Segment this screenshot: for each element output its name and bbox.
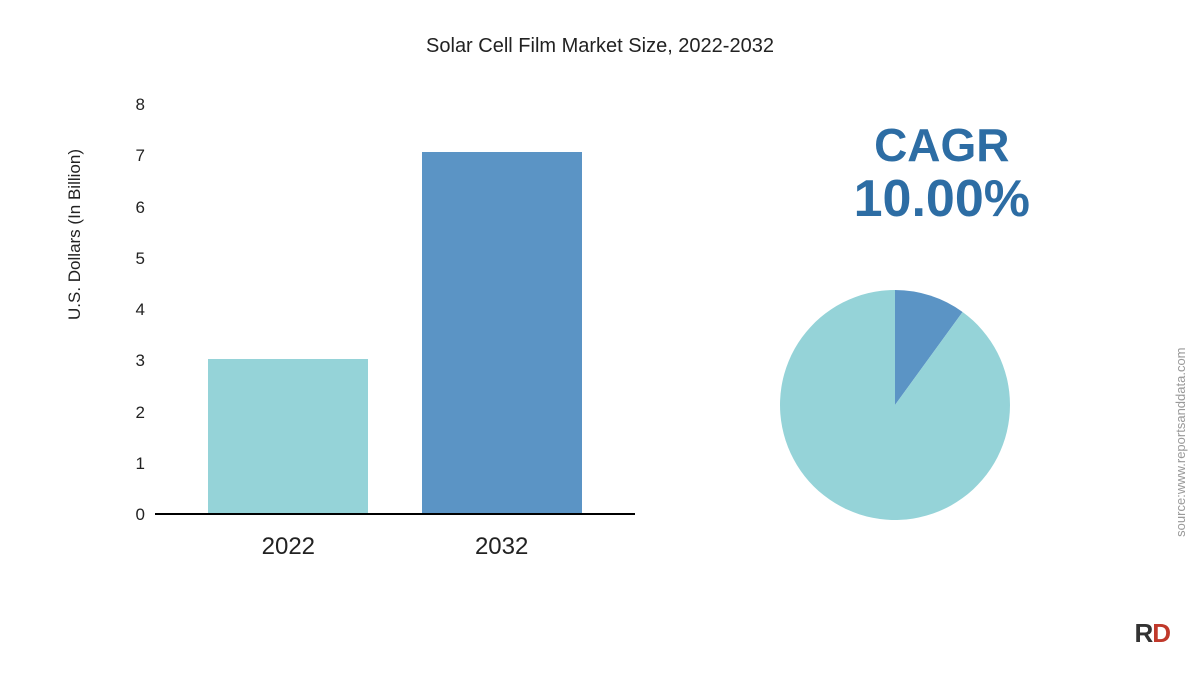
pie-chart — [780, 290, 1010, 520]
y-tick: 1 — [115, 454, 145, 474]
logo-d: D — [1152, 618, 1170, 648]
y-axis-label: U.S. Dollars (In Billion) — [65, 149, 85, 320]
cagr-label: CAGR — [854, 120, 1030, 171]
y-tick: 4 — [115, 300, 145, 320]
y-tick: 0 — [115, 505, 145, 525]
bar — [208, 359, 368, 513]
brand-logo: RD — [1134, 618, 1170, 649]
cagr-callout: CAGR 10.00% — [854, 120, 1030, 228]
y-tick: 2 — [115, 403, 145, 423]
x-axis-label: 2022 — [208, 533, 368, 561]
cagr-value: 10.00% — [854, 171, 1030, 228]
source-attribution: source:www.reportsanddata.com — [1173, 348, 1188, 537]
y-tick: 6 — [115, 198, 145, 218]
y-tick: 8 — [115, 95, 145, 115]
bar — [422, 152, 582, 513]
x-axis-label: 2032 — [422, 533, 582, 561]
chart-title: Solar Cell Film Market Size, 2022-2032 — [0, 35, 1200, 58]
y-tick: 3 — [115, 351, 145, 371]
y-tick: 5 — [115, 249, 145, 269]
bar-plot-area — [155, 105, 635, 515]
pie-slice — [780, 290, 1010, 520]
y-tick: 7 — [115, 146, 145, 166]
logo-r: R — [1134, 618, 1152, 648]
